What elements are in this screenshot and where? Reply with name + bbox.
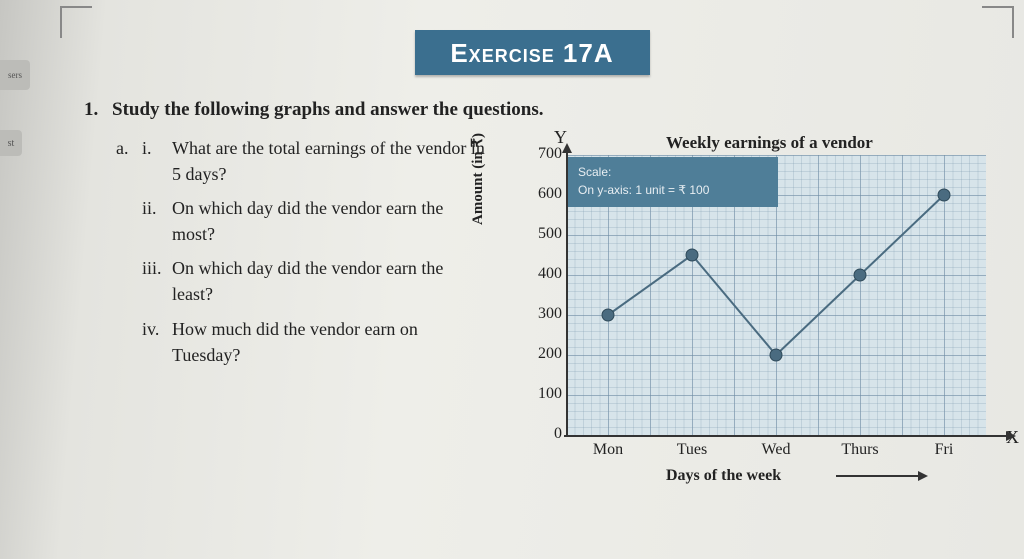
- x-tick-label: Wed: [746, 441, 806, 459]
- subquestion-3: iii. On which day did the vendor earn th…: [116, 255, 486, 307]
- questions-column: a. i. What are the total earnings of the…: [80, 135, 486, 376]
- y-tick-label: 700: [526, 145, 562, 163]
- subquestion-1-text: What are the total earnings of the vendo…: [172, 135, 486, 187]
- subquestion-2-text: On which day did the vendor earn the mos…: [172, 195, 486, 247]
- y-tick-label: 100: [526, 385, 562, 403]
- question-number: 1.: [84, 99, 108, 121]
- part-a-label: a.: [116, 135, 142, 187]
- subquestion-1: a. i. What are the total earnings of the…: [116, 135, 486, 187]
- y-axis-label: Amount (in ₹): [468, 133, 487, 225]
- roman-1: i.: [142, 135, 172, 187]
- question-heading-row: 1. Study the following graphs and answer…: [84, 99, 984, 121]
- y-tick-label: 300: [526, 305, 562, 323]
- x-tick-label: Fri: [914, 441, 974, 459]
- x-axis-label-arrow: [836, 475, 926, 477]
- x-tick-label: Thurs: [830, 441, 890, 459]
- chart-title: Weekly earnings of a vendor: [666, 133, 873, 153]
- x-tick-label: Tues: [662, 441, 722, 459]
- y-tick-label: 200: [526, 345, 562, 363]
- y-tick-label: 500: [526, 225, 562, 243]
- subquestion-3-text: On which day did the vendor earn the lea…: [172, 255, 486, 307]
- chart-scale-box: Scale: On y-axis: 1 unit = ₹ 100: [568, 157, 778, 207]
- part-a-spacer-2: [116, 195, 142, 247]
- roman-4: iv.: [142, 316, 172, 368]
- y-tick-label: 600: [526, 185, 562, 203]
- y-tick-label: 400: [526, 265, 562, 283]
- part-a-spacer-4: [116, 316, 142, 368]
- subquestion-4: iv. How much did the vendor earn on Tues…: [116, 316, 486, 368]
- scale-text: On y-axis: 1 unit = ₹ 100: [578, 181, 768, 199]
- subquestion-2: ii. On which day did the vendor earn the…: [116, 195, 486, 247]
- page: sers st Exercise 17A 1. Study the follow…: [0, 0, 1024, 559]
- question-heading: Study the following graphs and answer th…: [112, 99, 543, 120]
- left-margin-tab-2: st: [0, 130, 22, 156]
- left-margin-tab-1: sers: [0, 60, 30, 90]
- part-a-spacer-3: [116, 255, 142, 307]
- roman-2: ii.: [142, 195, 172, 247]
- x-tick-label: Mon: [578, 441, 638, 459]
- corner-decoration-tr: [982, 6, 1014, 38]
- chart-column: Y X Weekly earnings of a vendor Amount (…: [486, 135, 984, 495]
- content-row: a. i. What are the total earnings of the…: [80, 135, 984, 495]
- x-axis-label: Days of the week: [666, 467, 781, 485]
- exercise-banner: Exercise 17A: [415, 30, 650, 75]
- roman-3: iii.: [142, 255, 172, 307]
- corner-decoration-tl: [60, 6, 92, 38]
- scale-heading: Scale:: [578, 163, 768, 181]
- x-axis-line: [564, 435, 1014, 437]
- y-tick-label: 0: [526, 425, 562, 443]
- subquestion-4-text: How much did the vendor earn on Tuesday?: [172, 316, 486, 368]
